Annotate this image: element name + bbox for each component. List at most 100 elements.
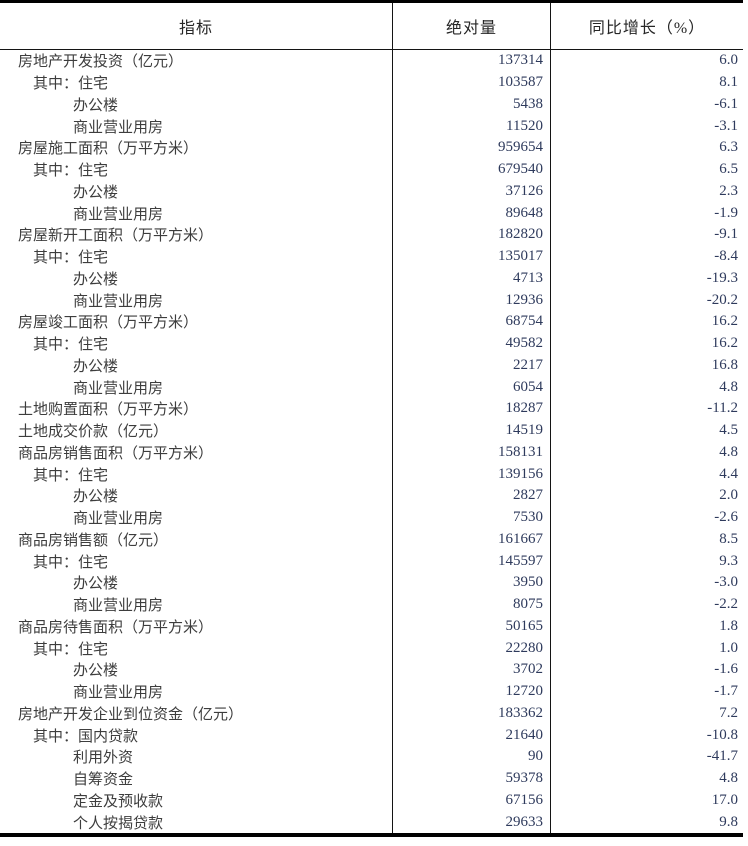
yoy-growth-cell: -3.0 [714, 574, 738, 591]
yoy-growth-cell: 8.1 [719, 74, 738, 91]
absolute-value-cell: 182820 [393, 224, 551, 246]
indicator-cell: 商业营业用房 [0, 202, 393, 224]
yoy-growth-cell: 4.5 [719, 422, 738, 439]
indicator-cell: 房屋竣工面积（万平方米） [0, 311, 393, 333]
indicator-cell: 房屋施工面积（万平方米） [0, 137, 393, 159]
absolute-value-cell: 7530 [393, 506, 551, 529]
indicator-cell: 个人按揭贷款 [0, 811, 393, 833]
yoy-growth-cell: -2.2 [714, 596, 738, 613]
table-header-row: 指标 绝对量 同比增长（%） [0, 3, 743, 50]
absolute-value-cell: 67156 [393, 789, 551, 812]
table-row: 其中：住宅 103587 8.1 [0, 71, 743, 94]
indicator-cell: 其中：住宅 [0, 332, 393, 355]
absolute-value-cell: 90 [393, 746, 551, 768]
yoy-growth-cell: 7.2 [719, 704, 738, 721]
absolute-value-cell: 158131 [393, 441, 551, 464]
table-row: 土地购置面积（万平方米） 18287 -11.2 [0, 398, 743, 420]
indicator-cell: 房屋新开工面积（万平方米） [0, 224, 393, 246]
absolute-value-cell: 18287 [393, 398, 551, 420]
yoy-growth-cell: -41.7 [706, 748, 738, 765]
yoy-growth-cell: 6.5 [719, 161, 738, 178]
table-row: 商品房销售面积（万平方米） 158131 4.8 [0, 441, 743, 464]
indicator-cell: 办公楼 [0, 354, 393, 377]
table-row: 自筹资金 59378 4.8 [0, 767, 743, 790]
absolute-value-cell: 4713 [393, 267, 551, 290]
yoy-growth-cell: -1.6 [714, 661, 738, 678]
yoy-growth-cell: -6.1 [714, 95, 738, 112]
yoy-growth-cell: -9.1 [714, 226, 738, 243]
indicator-cell: 其中：住宅 [0, 463, 393, 485]
indicator-cell: 土地成交价款（亿元） [0, 419, 393, 442]
absolute-value-cell: 29633 [393, 811, 551, 833]
table-top-border [0, 0, 743, 3]
yoy-growth-cell: 9.3 [719, 552, 738, 569]
table-row: 利用外资 90 -41.7 [0, 746, 743, 768]
table-row: 定金及预收款 67156 17.0 [0, 789, 743, 812]
absolute-value-cell: 5438 [393, 93, 551, 116]
indicator-cell: 办公楼 [0, 180, 393, 203]
absolute-value-cell: 49582 [393, 332, 551, 355]
absolute-value-cell: 2827 [393, 485, 551, 507]
yoy-growth-cell: -11.2 [707, 400, 738, 417]
table-row: 其中：住宅 22280 1.0 [0, 637, 743, 659]
absolute-value-cell: 161667 [393, 528, 551, 551]
table-row: 商业营业用房 12936 -20.2 [0, 289, 743, 311]
column-header-indicator: 指标 [0, 3, 393, 49]
absolute-value-cell: 6054 [393, 376, 551, 398]
indicator-cell: 商业营业用房 [0, 593, 393, 616]
table-row: 房地产开发企业到位资金（亿元） 183362 7.2 [0, 702, 743, 725]
indicator-cell: 定金及预收款 [0, 789, 393, 812]
indicator-cell: 商业营业用房 [0, 289, 393, 311]
yoy-growth-cell: 4.8 [719, 443, 738, 460]
indicator-cell: 利用外资 [0, 746, 393, 768]
table-row: 房屋竣工面积（万平方米） 68754 16.2 [0, 311, 743, 333]
absolute-value-cell: 11520 [393, 115, 551, 137]
table-row: 土地成交价款（亿元） 14519 4.5 [0, 419, 743, 442]
indicator-cell: 房地产开发投资（亿元） [0, 50, 393, 72]
table-row: 办公楼 4713 -19.3 [0, 267, 743, 290]
table-row: 办公楼 37126 2.3 [0, 180, 743, 203]
table-body: 房地产开发投资（亿元） 137314 6.0 其中：住宅 103587 8.1 … [0, 50, 743, 833]
yoy-growth-cell: 9.8 [719, 813, 738, 830]
absolute-value-cell: 135017 [393, 245, 551, 268]
yoy-growth-cell: -2.6 [714, 509, 738, 526]
indicator-cell: 自筹资金 [0, 767, 393, 790]
table-row: 其中：住宅 139156 4.4 [0, 463, 743, 485]
yoy-growth-cell: 8.5 [719, 530, 738, 547]
absolute-value-cell: 137314 [393, 50, 551, 72]
table-row: 办公楼 3702 -1.6 [0, 659, 743, 681]
yoy-growth-cell: 6.3 [719, 139, 738, 156]
table-row: 办公楼 5438 -6.1 [0, 93, 743, 116]
absolute-value-cell: 183362 [393, 702, 551, 725]
yoy-growth-cell: 17.0 [711, 791, 738, 808]
table-row: 商品房待售面积（万平方米） 50165 1.8 [0, 615, 743, 638]
yoy-growth-cell: 2.0 [719, 487, 738, 504]
absolute-value-cell: 37126 [393, 180, 551, 203]
indicator-cell: 商品房销售面积（万平方米） [0, 441, 393, 464]
indicator-cell: 其中：国内贷款 [0, 724, 393, 746]
yoy-growth-cell: 1.8 [719, 617, 738, 634]
table-row: 其中：住宅 679540 6.5 [0, 158, 743, 181]
absolute-value-cell: 59378 [393, 767, 551, 790]
table-row: 其中：国内贷款 21640 -10.8 [0, 724, 743, 746]
yoy-growth-cell: -19.3 [706, 269, 738, 286]
yoy-growth-cell: 4.4 [719, 465, 738, 482]
table-row: 商业营业用房 11520 -3.1 [0, 115, 743, 137]
indicator-cell: 其中：住宅 [0, 158, 393, 181]
yoy-growth-cell: 16.2 [711, 313, 738, 330]
yoy-growth-cell: 16.2 [711, 335, 738, 352]
yoy-growth-cell: 16.8 [711, 356, 738, 373]
column-header-yoy-growth: 同比增长（%） [588, 20, 706, 37]
yoy-growth-cell: 2.3 [719, 182, 738, 199]
indicator-cell: 房地产开发企业到位资金（亿元） [0, 702, 393, 725]
indicator-cell: 办公楼 [0, 485, 393, 507]
yoy-growth-cell: -20.2 [706, 291, 738, 308]
indicator-cell: 办公楼 [0, 267, 393, 290]
indicator-cell: 其中：住宅 [0, 637, 393, 659]
absolute-value-cell: 2217 [393, 354, 551, 377]
table-row: 商业营业用房 12720 -1.7 [0, 680, 743, 703]
absolute-value-cell: 959654 [393, 137, 551, 159]
table-row: 其中：住宅 145597 9.3 [0, 550, 743, 572]
yoy-growth-cell: -8.4 [714, 248, 738, 265]
absolute-value-cell: 21640 [393, 724, 551, 746]
